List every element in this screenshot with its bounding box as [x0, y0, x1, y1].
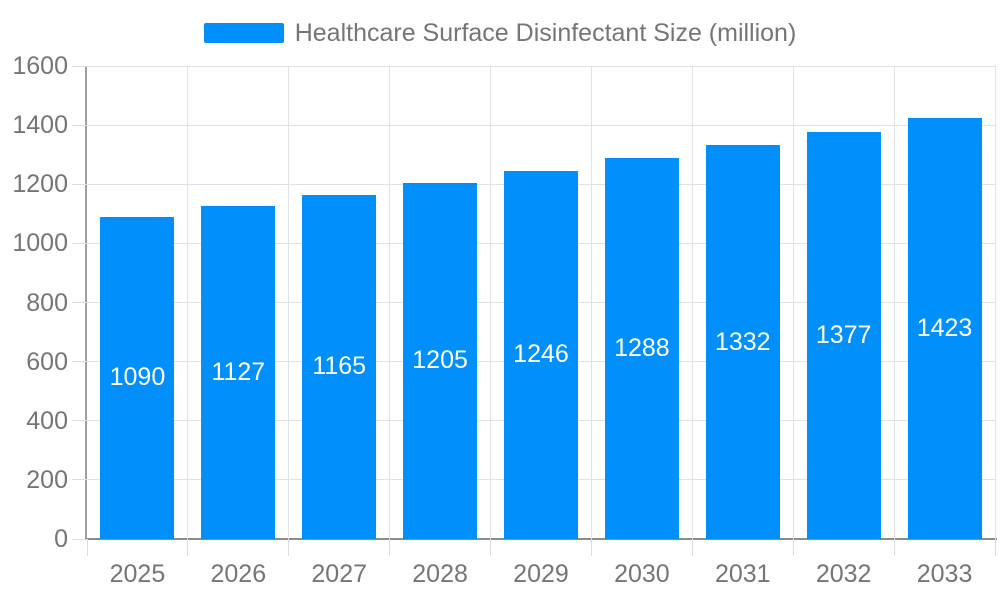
x-axis-label: 2025: [109, 560, 166, 588]
gridline-vertical: [389, 66, 391, 539]
y-axis-tick: [72, 302, 87, 303]
bar-value-label: 1205: [412, 346, 468, 375]
gridline-vertical: [187, 66, 189, 539]
y-axis-tick: [72, 124, 87, 126]
y-axis-tick: [72, 242, 87, 244]
x-axis-tick: [187, 539, 189, 556]
gridline-vertical: [893, 66, 895, 539]
x-axis-label: 2026: [210, 560, 267, 588]
bar-2033[interactable]: 1423: [907, 118, 982, 539]
bar-value-label: 1377: [815, 320, 872, 349]
bar-value-label: 1423: [916, 314, 973, 343]
bar-value-label: 1246: [513, 340, 569, 369]
x-axis-label: 2032: [815, 560, 872, 588]
bar-2028[interactable]: 1205: [403, 182, 478, 539]
y-axis-labels: 0 200 400 600 800 1000 1200 1400 1600: [0, 52, 68, 553]
plot-area: 1090 1127 1165 1205 1246 1288 1332 1377 1423: [72, 65, 997, 556]
y-axis-tick: [72, 65, 87, 67]
x-axis-tick: [86, 539, 88, 556]
x-axis-label: 2030: [614, 560, 670, 588]
gridline-vertical: [288, 66, 290, 539]
bar-2029[interactable]: 1246: [503, 170, 579, 539]
legend-label: Healthcare Surface Disinfectant Size (mi…: [294, 18, 797, 47]
gridline-horizontal: [87, 124, 995, 126]
bar-2032[interactable]: 1377: [806, 131, 881, 539]
y-axis-tick: [72, 420, 87, 422]
bar-2027[interactable]: 1165: [302, 194, 377, 539]
y-axis-label: 1200: [12, 170, 68, 199]
y-axis-label: 200: [26, 465, 68, 494]
gridline-horizontal: [87, 65, 995, 67]
bar-value-label: 1127: [211, 357, 266, 386]
x-axis-label: 2028: [412, 560, 468, 588]
x-axis-tick: [288, 539, 290, 556]
gridline-vertical: [792, 66, 794, 539]
bar-2025[interactable]: 1090: [100, 216, 175, 539]
gridline-vertical: [994, 66, 996, 539]
gridline-vertical: [590, 66, 592, 539]
y-axis-tick: [72, 538, 87, 540]
x-axis-tick: [691, 539, 693, 556]
x-axis-tick: [994, 539, 996, 556]
legend[interactable]: Healthcare Surface Disinfectant Size (mi…: [0, 18, 1000, 48]
x-axis-label: 2029: [513, 560, 569, 588]
y-axis-label: 800: [26, 288, 68, 317]
x-axis-tick: [389, 539, 391, 556]
y-axis-label: 1600: [12, 52, 68, 80]
gridline-vertical: [490, 66, 492, 539]
x-axis-label: 2033: [916, 560, 973, 588]
legend-marker[interactable]: [203, 23, 284, 43]
x-axis-tick: [792, 539, 794, 556]
y-axis-label: 400: [26, 406, 68, 435]
bar-value-label: 1288: [614, 334, 670, 363]
gridline-vertical: [691, 66, 693, 539]
y-axis-tick: [72, 479, 87, 481]
y-axis-label: 1000: [12, 229, 68, 258]
y-axis-tick: [72, 361, 87, 363]
x-axis-label: 2031: [714, 560, 771, 588]
bar-2031[interactable]: 1332: [705, 145, 780, 539]
y-axis-tick: [72, 183, 87, 185]
bar-value-label: 1332: [714, 327, 771, 356]
bar-value-label: 1165: [312, 352, 367, 381]
bar-2030[interactable]: 1288: [604, 158, 679, 539]
x-axis-tick: [490, 539, 492, 556]
x-axis-line: [85, 538, 997, 540]
x-axis-label: 2027: [311, 560, 368, 588]
x-axis-tick: [590, 539, 592, 556]
bar-2026[interactable]: 1127: [201, 205, 276, 539]
y-axis-label: 600: [26, 347, 68, 376]
y-axis-label: 1400: [12, 111, 68, 140]
y-axis-label: 0: [54, 525, 68, 553]
x-axis-tick: [893, 539, 895, 556]
bar-value-label: 1090: [109, 363, 166, 392]
